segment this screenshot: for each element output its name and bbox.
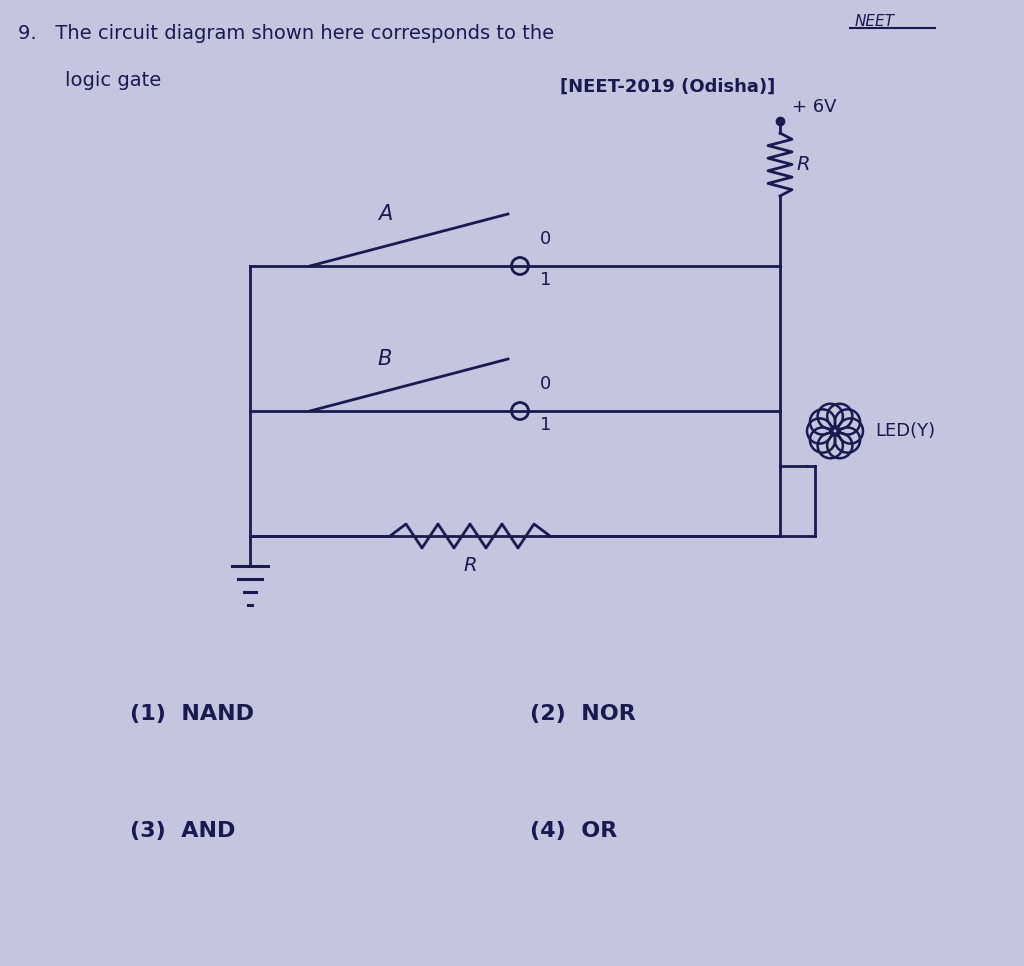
Text: logic gate: logic gate — [65, 71, 161, 90]
Text: (2)  NOR: (2) NOR — [530, 704, 636, 724]
Text: B: B — [378, 349, 392, 369]
Text: 0: 0 — [540, 375, 551, 393]
Text: 0: 0 — [540, 230, 551, 248]
Text: 9.   The circuit diagram shown here corresponds to the: 9. The circuit diagram shown here corres… — [18, 24, 554, 43]
Text: [NEET-2019 (Odisha)]: [NEET-2019 (Odisha)] — [560, 78, 775, 96]
Text: (3)  AND: (3) AND — [130, 821, 236, 841]
Text: LED(Y): LED(Y) — [874, 422, 935, 440]
Text: 1: 1 — [540, 271, 551, 289]
Text: 1: 1 — [540, 416, 551, 434]
Text: (1)  NAND: (1) NAND — [130, 704, 254, 724]
Text: (4)  OR: (4) OR — [530, 821, 617, 841]
Text: R: R — [796, 155, 810, 174]
Text: + 6V: + 6V — [792, 98, 837, 116]
Text: A: A — [378, 204, 392, 224]
Text: NEET: NEET — [855, 14, 895, 29]
Text: R: R — [463, 556, 477, 575]
